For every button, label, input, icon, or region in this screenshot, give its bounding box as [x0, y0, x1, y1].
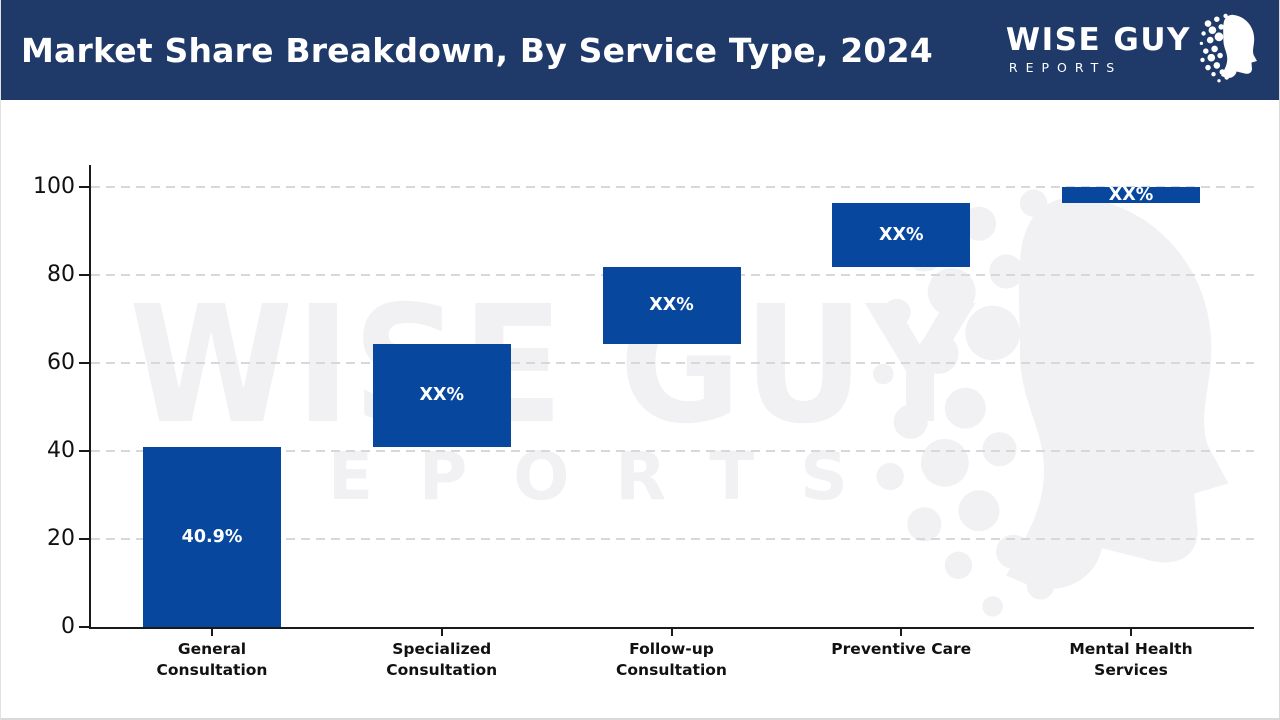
- x-tick-mark: [670, 629, 673, 636]
- bar-segment-3: XX%: [602, 266, 741, 344]
- category-label-line: Preventive Care: [831, 640, 972, 658]
- category-label-line: Consultation: [616, 661, 727, 679]
- x-tick-mark: [440, 629, 443, 636]
- bar-segment-4: XX%: [832, 203, 971, 267]
- gridline-20: [91, 538, 1254, 540]
- category-label-line: Services: [1094, 661, 1168, 679]
- bar-segment-2: XX%: [372, 343, 511, 448]
- x-tick-mark: [1130, 629, 1132, 636]
- y-tick-mark: [79, 450, 89, 452]
- category-label: Preventive Care: [786, 639, 1016, 660]
- category-label-line: Consultation: [156, 661, 268, 679]
- y-tick-label: 80: [47, 262, 75, 287]
- x-tick-mark: [211, 629, 213, 636]
- category-label: Follow-up Consultation: [557, 639, 787, 681]
- bar-value-label: XX%: [649, 295, 694, 316]
- y-tick-label: 100: [33, 174, 75, 199]
- bar-segment-1: 40.9%: [143, 447, 281, 627]
- bar-segment-5: XX%: [1062, 185, 1200, 206]
- page-bottom-border: [1, 718, 1279, 720]
- category-label-line: Specialized: [392, 640, 492, 658]
- brand-text: WISE GUY REPORTS: [1005, 22, 1191, 76]
- category-label-line: Consultation: [386, 661, 498, 679]
- gridline-100: [91, 186, 1254, 188]
- category-label: Specialized Consultation: [327, 639, 557, 681]
- chart-title: Market Share Breakdown, By Service Type,…: [21, 30, 933, 70]
- brand-subtitle: REPORTS: [1008, 60, 1123, 75]
- y-tick-mark: [79, 362, 89, 364]
- brand-logo: WISE GUY REPORTS: [1006, 11, 1279, 89]
- y-axis-line: [89, 165, 91, 629]
- category-label: Mental Health Services: [1016, 639, 1246, 681]
- bar-value-label: XX%: [878, 224, 924, 245]
- bar-value-label: XX%: [1108, 185, 1154, 206]
- header-banner: Market Share Breakdown, By Service Type,…: [1, 0, 1279, 100]
- category-label: General Consultation: [97, 639, 327, 681]
- bar-value-label: XX%: [419, 385, 465, 406]
- bar-value-label: 40.9%: [181, 527, 243, 547]
- x-axis-line: [89, 627, 1254, 629]
- x-tick-mark: [900, 629, 903, 636]
- category-label-line: Follow-up: [629, 640, 714, 658]
- y-tick-mark: [79, 626, 89, 628]
- y-tick-mark: [79, 538, 89, 540]
- brand-name: WISE GUY: [1005, 22, 1191, 58]
- y-tick-mark: [79, 186, 89, 188]
- y-tick-mark: [79, 274, 89, 276]
- y-tick-label: 0: [61, 614, 75, 639]
- y-tick-label: 40: [47, 438, 75, 463]
- category-label-line: Mental Health: [1069, 640, 1193, 658]
- gridline-40: [91, 450, 1254, 452]
- gridline-60: [91, 362, 1254, 364]
- y-tick-label: 60: [47, 350, 75, 375]
- y-tick-label: 20: [47, 526, 75, 551]
- category-label-line: General: [177, 640, 247, 658]
